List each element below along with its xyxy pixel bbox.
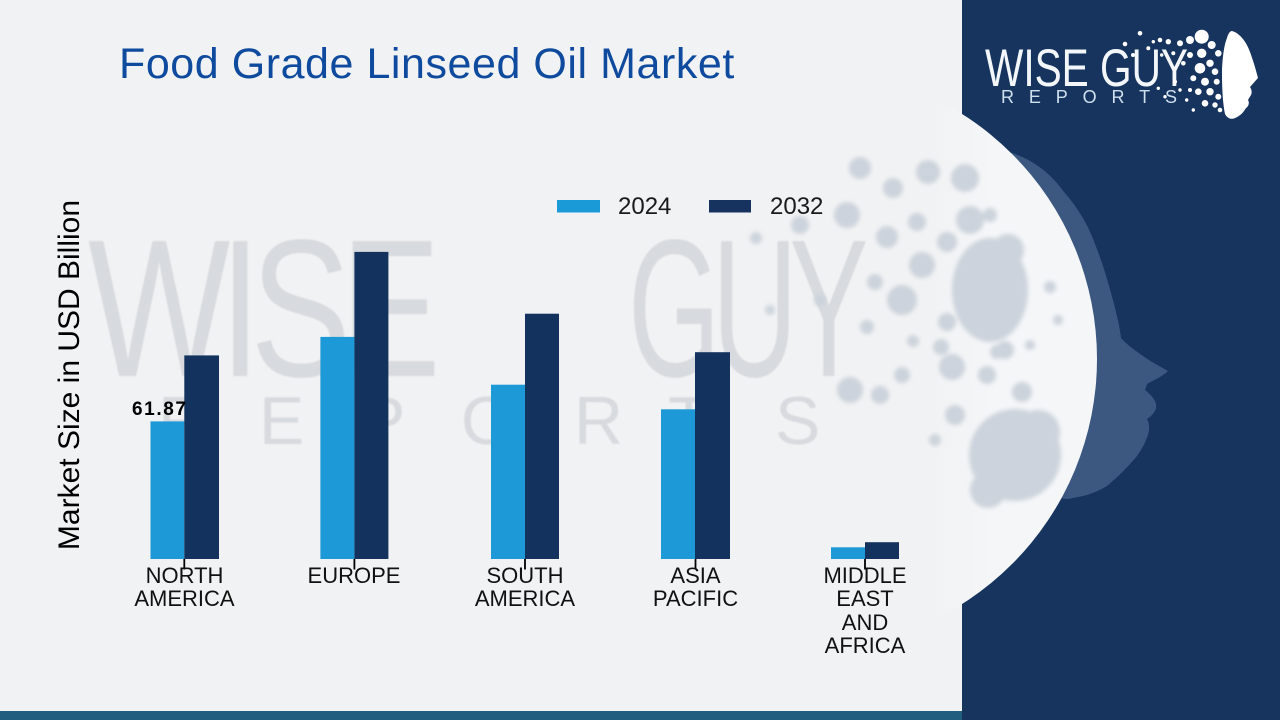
svg-text:GUY: GUY [628, 199, 866, 418]
svg-text:WISE: WISE [88, 199, 435, 418]
svg-text:WISE GUY: WISE GUY [985, 39, 1188, 98]
